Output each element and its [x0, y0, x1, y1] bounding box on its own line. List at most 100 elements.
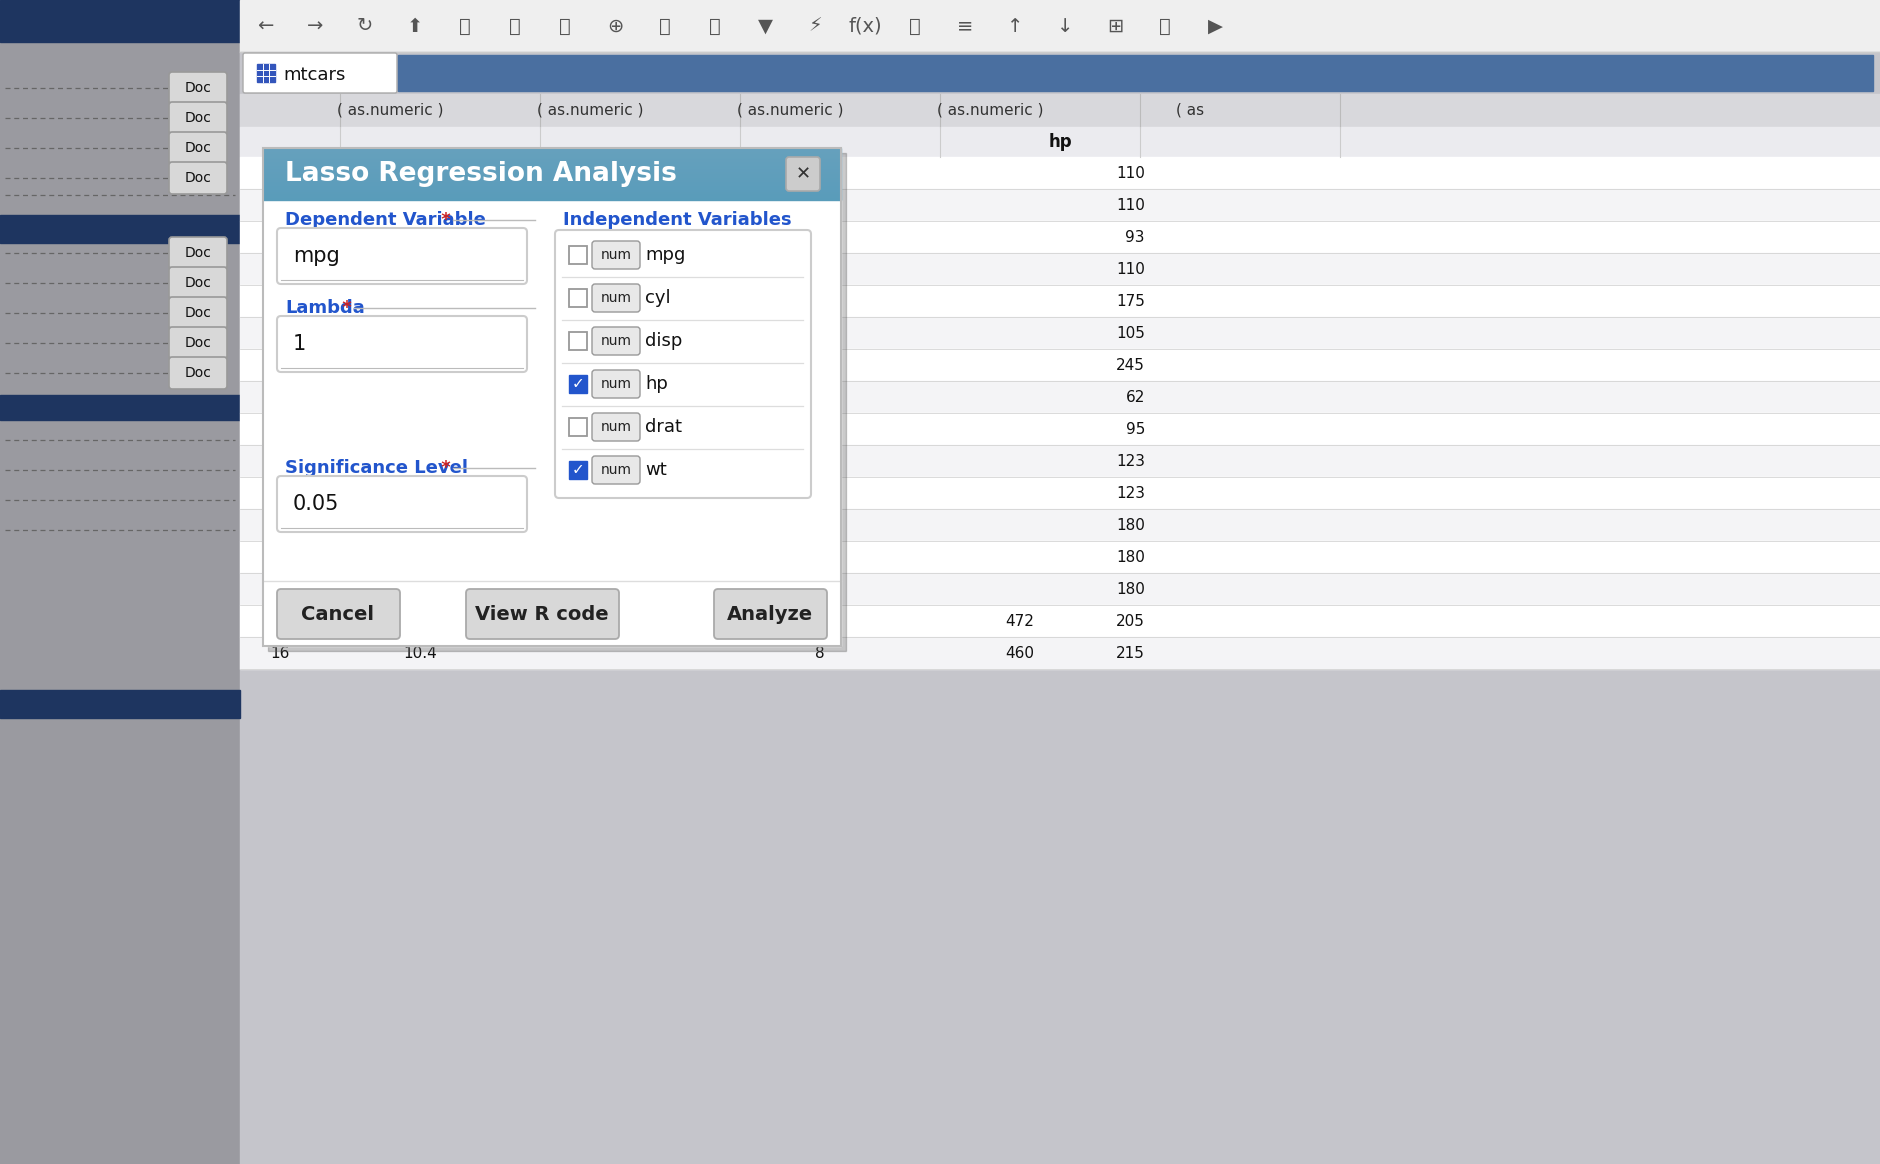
Text: Doc: Doc	[184, 365, 211, 379]
Text: 460: 460	[1006, 646, 1034, 660]
Text: mtcars: mtcars	[284, 66, 346, 84]
Text: 🖊: 🖊	[910, 16, 921, 35]
Bar	[241, 413, 1880, 445]
Bar	[241, 0, 1880, 52]
FancyBboxPatch shape	[555, 230, 810, 498]
Text: Doc: Doc	[184, 306, 211, 320]
Text: ✓: ✓	[572, 376, 585, 391]
Text: ✕: ✕	[795, 165, 810, 183]
Bar	[570, 461, 587, 480]
Text: 110: 110	[1117, 262, 1145, 277]
FancyBboxPatch shape	[169, 237, 227, 269]
Text: 245: 245	[1117, 357, 1145, 372]
Text: Significance Level: Significance Level	[286, 459, 468, 477]
Text: Doc: Doc	[184, 276, 211, 290]
Text: ( as: ( as	[1175, 102, 1203, 118]
Text: Doc: Doc	[184, 141, 211, 155]
Text: ( as.numeric ): ( as.numeric )	[538, 102, 643, 118]
Text: 62: 62	[1126, 390, 1145, 405]
Text: 💾: 💾	[459, 16, 470, 35]
Text: 105: 105	[1117, 326, 1145, 341]
FancyBboxPatch shape	[276, 589, 400, 639]
Text: Doc: Doc	[184, 246, 211, 260]
Text: ↓: ↓	[1057, 16, 1073, 35]
Text: num: num	[600, 420, 632, 434]
Bar	[241, 349, 1880, 381]
Text: ⊕: ⊕	[607, 16, 622, 35]
Text: 180: 180	[1117, 518, 1145, 532]
FancyBboxPatch shape	[169, 102, 227, 134]
Text: ▶: ▶	[1207, 16, 1222, 35]
Text: wt: wt	[645, 461, 667, 480]
Bar	[570, 375, 587, 393]
FancyBboxPatch shape	[592, 241, 639, 269]
Bar	[241, 477, 1880, 509]
Bar	[241, 381, 1880, 413]
Bar	[0, 215, 241, 243]
FancyBboxPatch shape	[169, 267, 227, 299]
Text: ≡: ≡	[957, 16, 974, 35]
Text: 📊: 📊	[1160, 16, 1171, 35]
FancyBboxPatch shape	[276, 228, 526, 284]
Text: f(x): f(x)	[848, 16, 882, 35]
Bar	[258, 64, 274, 81]
Text: num: num	[600, 463, 632, 477]
Text: Analyze: Analyze	[728, 604, 812, 624]
Text: ←: ←	[258, 16, 273, 35]
Bar	[0, 395, 241, 420]
Text: Independent Variables: Independent Variables	[562, 211, 791, 229]
Text: num: num	[600, 248, 632, 262]
FancyBboxPatch shape	[466, 589, 619, 639]
Bar	[241, 0, 1880, 1164]
Bar	[241, 509, 1880, 541]
FancyBboxPatch shape	[592, 284, 639, 312]
Bar	[241, 445, 1880, 477]
Text: 📋: 📋	[558, 16, 572, 35]
Text: 123: 123	[1117, 485, 1145, 501]
Text: 📦: 📦	[660, 16, 671, 35]
Text: Doc: Doc	[184, 81, 211, 95]
Text: num: num	[600, 334, 632, 348]
Text: 15: 15	[271, 613, 290, 629]
Text: num: num	[600, 377, 632, 391]
Bar	[399, 55, 1872, 91]
Bar	[269, 152, 846, 651]
Bar	[241, 52, 1880, 94]
Text: *: *	[434, 459, 451, 477]
Text: ✓: ✓	[572, 462, 585, 477]
Text: Doc: Doc	[184, 336, 211, 350]
Text: ⊞: ⊞	[1107, 16, 1122, 35]
Bar	[241, 285, 1880, 317]
Bar	[241, 573, 1880, 605]
Text: drat: drat	[645, 418, 682, 436]
FancyBboxPatch shape	[276, 476, 526, 532]
Text: disp: disp	[645, 332, 682, 350]
FancyBboxPatch shape	[570, 418, 587, 436]
Text: 95: 95	[1126, 421, 1145, 436]
Text: ↑: ↑	[1008, 16, 1023, 35]
Text: ( as.numeric ): ( as.numeric )	[737, 102, 844, 118]
Bar	[0, 0, 241, 42]
FancyBboxPatch shape	[169, 72, 227, 104]
Bar	[0, 690, 241, 718]
Bar	[241, 605, 1880, 637]
Text: mpg: mpg	[645, 246, 686, 264]
FancyBboxPatch shape	[570, 289, 587, 307]
Text: ⚡: ⚡	[808, 16, 822, 35]
FancyBboxPatch shape	[570, 332, 587, 350]
FancyBboxPatch shape	[570, 246, 587, 264]
FancyBboxPatch shape	[786, 157, 820, 191]
Text: 123: 123	[1117, 454, 1145, 468]
Text: hp: hp	[1049, 133, 1072, 151]
Text: 175: 175	[1117, 293, 1145, 308]
Text: Doc: Doc	[184, 171, 211, 185]
Text: 1: 1	[293, 334, 306, 354]
FancyBboxPatch shape	[169, 132, 227, 164]
Bar	[241, 221, 1880, 253]
Text: View R code: View R code	[476, 604, 609, 624]
Text: Doc: Doc	[184, 111, 211, 125]
Text: 📋: 📋	[509, 16, 521, 35]
Text: mpg: mpg	[293, 246, 340, 267]
Text: ↻: ↻	[357, 16, 374, 35]
FancyBboxPatch shape	[243, 54, 397, 93]
